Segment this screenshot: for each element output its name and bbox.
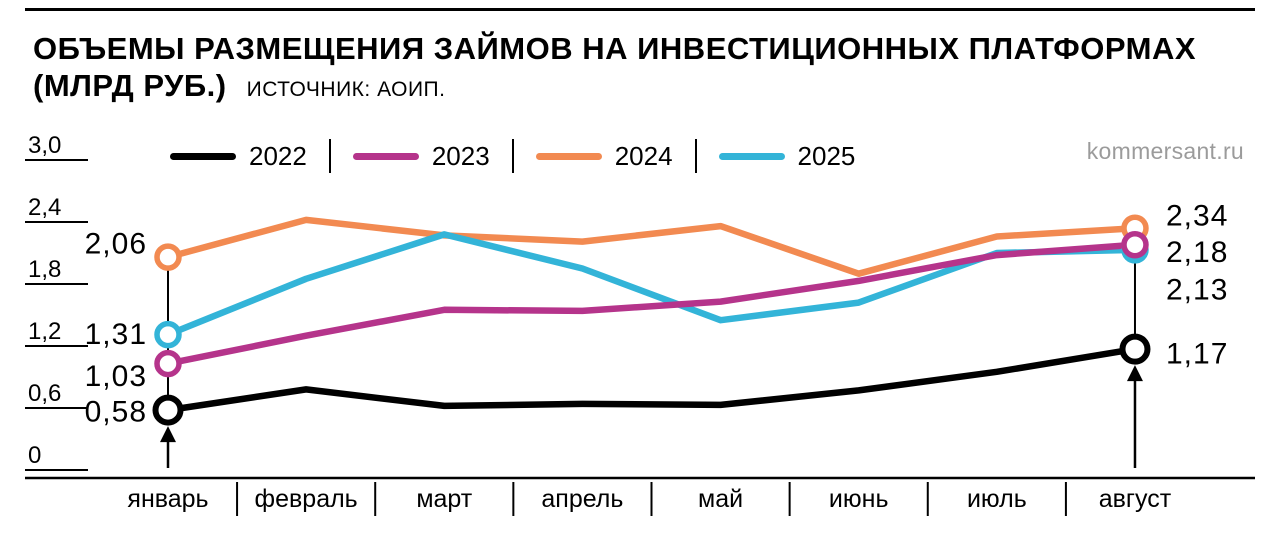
x-tick-label: август — [1099, 485, 1172, 513]
marker-2022-start — [152, 394, 184, 426]
source-label: ИСТОЧНИК: АОИП. — [246, 78, 446, 101]
y-tick-label: 3,0 — [28, 132, 61, 159]
series-line-2022 — [164, 345, 1139, 414]
value-label-2024-end: 2,34 — [1166, 200, 1228, 233]
marker-2024-start — [154, 243, 182, 271]
value-label-2024-start: 2,06 — [85, 228, 147, 261]
marker-2023-start — [154, 349, 182, 378]
watermark: kommersant.ru — [1086, 138, 1244, 164]
value-label-2022-start: 0,58 — [85, 396, 147, 429]
legend-item-2023: 2023 — [352, 140, 490, 172]
legend-label-2025: 2025 — [797, 140, 856, 171]
legend-label-2024: 2024 — [614, 140, 673, 171]
x-tick-label: апрель — [541, 485, 623, 513]
legend-divider — [328, 139, 331, 173]
value-label-2025-start: 1,31 — [85, 318, 147, 351]
series-line-2025 — [164, 231, 1139, 338]
arrow-january-head — [160, 426, 176, 443]
y-tick-label: 2,4 — [28, 194, 61, 221]
series-line-2024 — [164, 216, 1139, 277]
x-tick-label: июль — [967, 485, 1027, 513]
arrow-august-head — [1126, 365, 1143, 382]
chart-title: ОБЪЕМЫ РАЗМЕЩЕНИЯ ЗАЙМОВ НА ИНВЕСТИЦИОНН… — [33, 30, 1196, 108]
chart-title-line1: ОБЪЕМЫ РАЗМЕЩЕНИЯ ЗАЙМОВ НА ИНВЕСТИЦИОНН… — [33, 31, 1197, 66]
legend-item-2024: 2024 — [535, 140, 673, 172]
value-label-2025-end: 2,13 — [1166, 273, 1228, 306]
x-tick-label: май — [698, 485, 743, 513]
y-tick-label: 0,6 — [28, 380, 61, 407]
legend-item-2025: 2025 — [718, 140, 856, 172]
value-label-2023-start: 1,03 — [85, 360, 147, 393]
y-tick-label: 1,2 — [28, 318, 61, 345]
x-tick-label: февраль — [255, 485, 358, 513]
legend-swatch-2025 — [718, 152, 785, 160]
x-tick-label: январь — [127, 485, 208, 513]
legend-item-2022: 2022 — [170, 141, 307, 172]
value-label-2022-end: 1,17 — [1166, 338, 1228, 371]
series-line-2023 — [164, 241, 1139, 367]
marker-2023-end — [1121, 230, 1149, 259]
x-tick-label: март — [416, 485, 472, 513]
x-tick-label: июнь — [829, 485, 889, 513]
legend-label-2022: 2022 — [249, 140, 307, 171]
legend-label-2023: 2023 — [431, 140, 490, 171]
legend-swatch-2024 — [535, 152, 602, 160]
legend-swatch-2022 — [170, 152, 236, 160]
value-label-2023-end: 2,18 — [1166, 236, 1228, 269]
marker-2022-end — [1119, 333, 1151, 365]
legend-swatch-2023 — [352, 152, 419, 160]
chart-title-line2: (МЛРД РУБ.) — [33, 68, 227, 103]
legend-divider — [694, 139, 697, 173]
legend-divider — [511, 139, 514, 173]
marker-2025-start — [154, 320, 182, 349]
legend: 2022 2023 2024 2025 — [170, 139, 855, 173]
top-rule — [25, 8, 1255, 11]
y-tick-label: 0 — [28, 442, 41, 469]
y-tick-label: 1,8 — [28, 256, 61, 283]
